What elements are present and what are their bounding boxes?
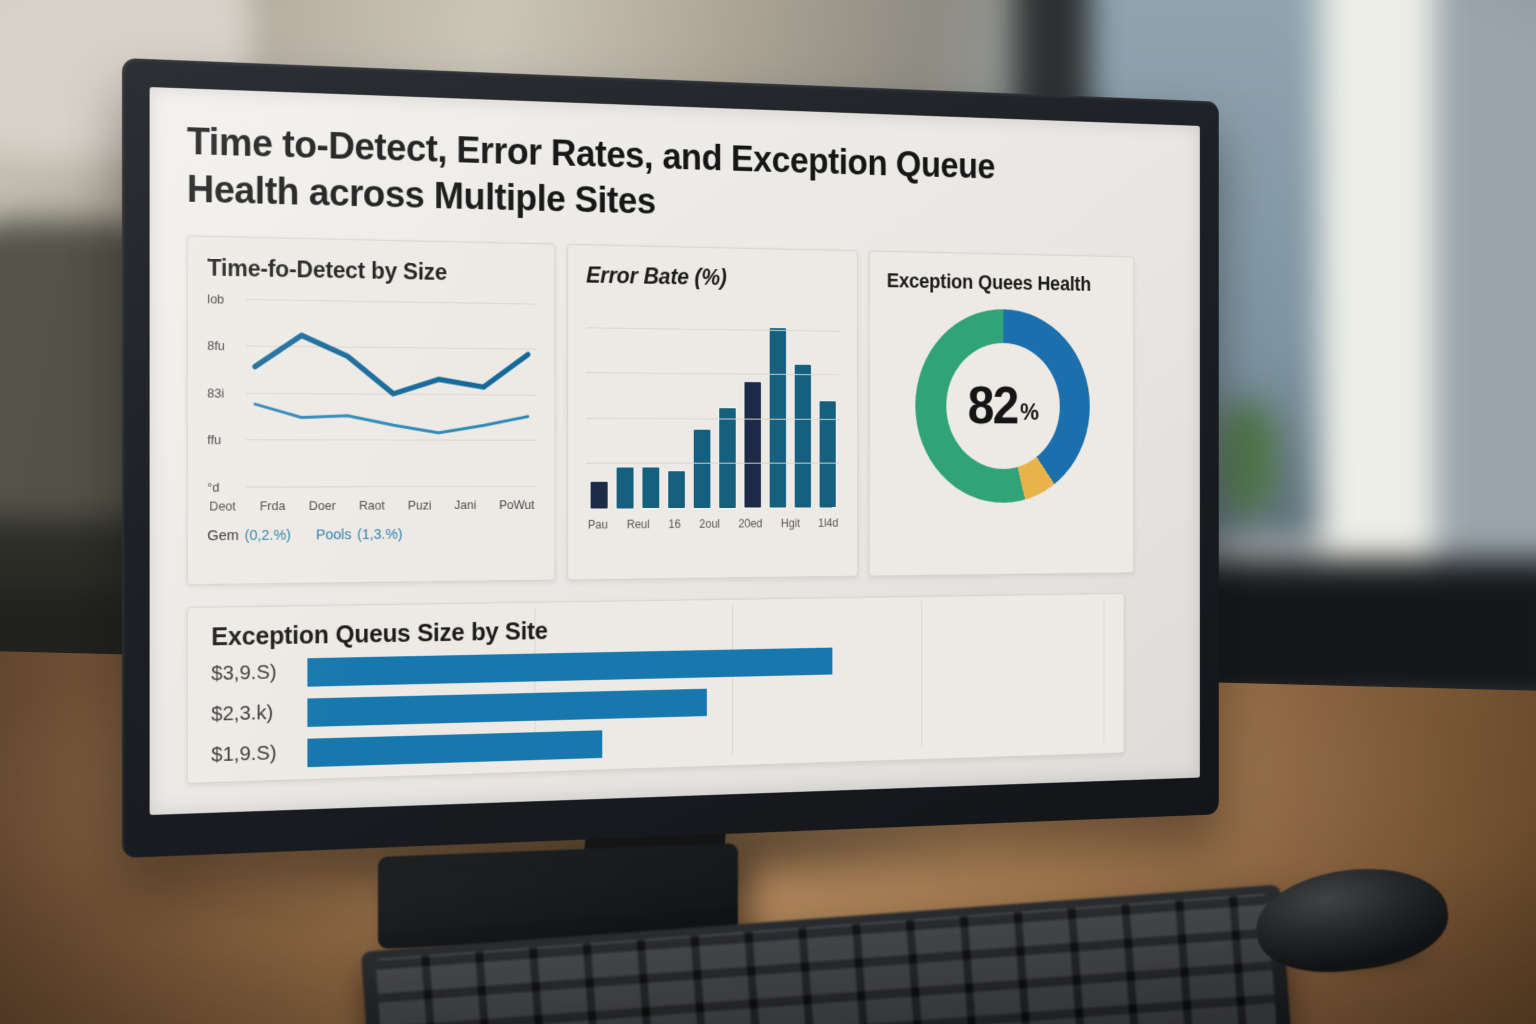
screen: Time to-Detect, Error Rates, and Excepti…	[150, 87, 1200, 815]
donut-value: 82	[968, 375, 1018, 436]
y-tick-label: 8fu	[207, 338, 225, 353]
bar	[617, 467, 634, 508]
bars	[586, 302, 840, 508]
card-title: Time-fo-Detect by Size	[207, 255, 536, 289]
hbar-label: $2,3.k)	[211, 701, 307, 727]
monitor: Time to-Detect, Error Rates, and Excepti…	[122, 58, 1219, 858]
hbar-track	[307, 716, 1104, 767]
y-tick-label: 83i	[207, 385, 224, 400]
bar	[795, 364, 811, 507]
x-tick-label: Hgit	[781, 517, 800, 530]
card-queue-size: Exception Queus Size by Site $3,9.S)$2,3…	[187, 593, 1125, 784]
hbar-bar	[307, 730, 601, 767]
x-axis-labels: Pau Reul 16 2oul 20ed Hgit 1l4d	[586, 516, 840, 531]
background-blur-shape	[1435, 0, 1536, 580]
bar	[668, 471, 685, 508]
hbar-label: $1,9.S)	[211, 741, 307, 768]
y-tick-label: °d	[207, 479, 219, 494]
x-tick-label: Frda	[260, 498, 286, 513]
line-plot	[246, 299, 536, 487]
donut-center-label: 82 %	[915, 308, 1089, 503]
card-queue-health: Exception Quees Health 82 %	[869, 251, 1134, 577]
card-title: Exception Quees Health	[887, 269, 1117, 297]
x-axis-labels: Deot Frda Doer Raot Puzi Jani PoWut	[207, 497, 536, 513]
legend: Gem (0,2.%) Pools (1,3.%)	[207, 525, 536, 544]
line-series	[255, 404, 528, 433]
x-tick-label: Doer	[309, 498, 336, 513]
x-tick-label: Puzi	[408, 498, 432, 513]
bar	[770, 328, 786, 508]
bar	[591, 482, 608, 508]
x-tick-label: 16	[668, 517, 680, 530]
hbar-plot: $3,9.S) $2,3.k) $1,9.S)	[211, 642, 1104, 770]
x-tick-label: Raot	[359, 498, 385, 513]
legend-item: Gem (0,2.%)	[207, 527, 291, 544]
card-title: Error Bate (%)	[586, 262, 840, 293]
y-tick-label: lob	[207, 291, 224, 306]
photo-scene: Time to-Detect, Error Rates, and Excepti…	[0, 0, 1536, 1024]
bar-plot	[586, 302, 840, 508]
legend-item: Pools (1,3.%)	[316, 526, 403, 543]
hbar-bar	[307, 689, 706, 727]
donut-unit: %	[1020, 398, 1039, 426]
x-tick-label: 20ed	[738, 517, 762, 530]
x-tick-label: Reul	[627, 518, 650, 531]
x-tick-label: 2oul	[699, 517, 720, 530]
gridline	[586, 463, 840, 464]
background-plant	[1218, 400, 1278, 515]
legend-value: (0,2.%)	[245, 527, 291, 544]
dashboard-title: Time to-Detect, Error Rates, and Excepti…	[187, 118, 1076, 235]
card-time-to-detect: Time-fo-Detect by Size lob 8fu 83i ffu °d De…	[187, 235, 556, 585]
legend-name: Gem	[207, 527, 239, 544]
card-error-rate: Error Bate (%) Pau Reul 16 2oul 20ed Hgit 1l4d	[567, 244, 858, 580]
legend-name: Pools	[316, 526, 352, 543]
hbar-rows: $3,9.S) $2,3.k) $1,9.S)	[211, 642, 1104, 770]
x-tick-label: 1l4d	[818, 516, 838, 529]
x-tick-label: PoWut	[499, 497, 534, 512]
line-chart: lob 8fu 83i ffu °d	[207, 298, 536, 486]
y-axis-labels: lob 8fu 83i ffu °d	[207, 298, 246, 486]
y-tick-label: ffu	[207, 432, 221, 447]
bar	[820, 401, 836, 507]
bar	[642, 467, 659, 508]
donut-chart: 82 %	[915, 308, 1089, 503]
cards-row: Time-fo-Detect by Size lob 8fu 83i ffu °d De…	[187, 235, 1170, 585]
x-tick-label: Jani	[454, 497, 476, 512]
bar	[744, 382, 761, 507]
line-series	[255, 335, 528, 395]
x-tick-label: Deot	[209, 498, 236, 513]
bar	[694, 430, 711, 508]
bar	[719, 408, 736, 508]
x-tick-label: Pau	[588, 518, 608, 531]
hbar-label: $3,9.S)	[211, 661, 307, 687]
legend-value: (1,3.%)	[357, 526, 402, 543]
